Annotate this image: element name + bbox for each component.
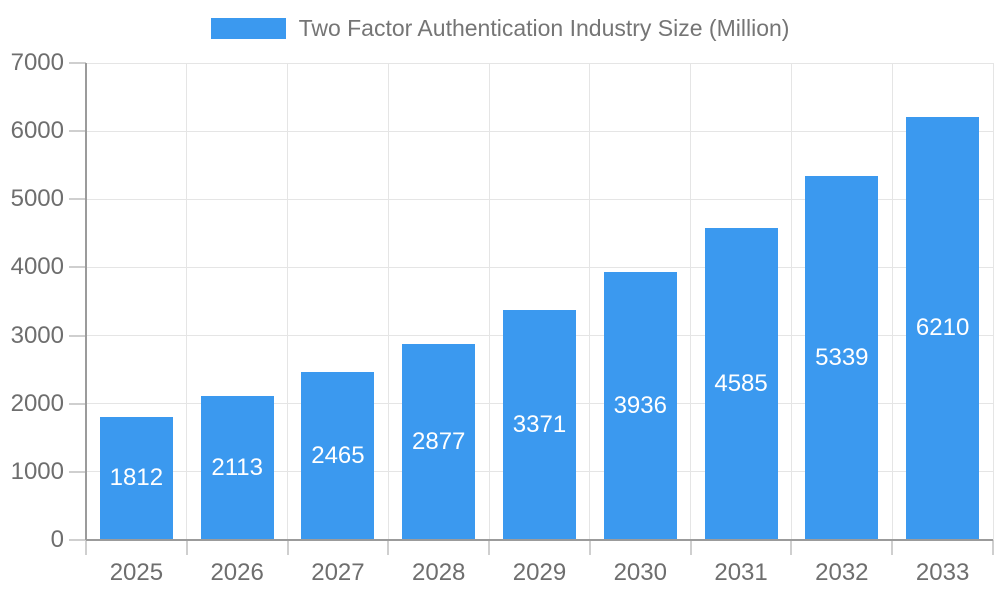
x-axis-label: 2033 [915, 559, 970, 586]
bar-value-label: 4585 [714, 369, 768, 397]
y-axis-label: 3000 [10, 321, 64, 349]
x-axis-tick [387, 540, 390, 555]
legend: Two Factor Authentication Industry Size … [0, 15, 1000, 42]
bar-2031[interactable]: 4585 [704, 227, 778, 540]
y-axis-tick [69, 402, 86, 405]
x-axis-label: 2031 [714, 559, 768, 586]
bar-2033[interactable]: 6210 [906, 116, 980, 540]
y-axis-label: 5000 [10, 185, 64, 213]
y-axis-label: 6000 [10, 117, 64, 145]
gridline-horizontal [86, 198, 993, 200]
bar-2028[interactable]: 2877 [402, 343, 476, 540]
bar-2032[interactable]: 5339 [805, 176, 879, 540]
x-axis-label: 2027 [311, 559, 365, 586]
gridline-horizontal [86, 62, 993, 64]
x-axis-tick [689, 540, 692, 555]
x-axis-label: 2028 [412, 559, 466, 586]
x-axis-tick [488, 540, 491, 555]
bar-value-label: 2113 [211, 453, 263, 481]
x-axis-line [86, 539, 993, 541]
x-axis-tick [185, 540, 188, 555]
y-axis-tick [69, 334, 86, 337]
bar-2030[interactable]: 3936 [603, 271, 677, 540]
y-axis-label: 7000 [10, 49, 64, 76]
x-axis-tick [85, 540, 87, 555]
y-axis-tick [69, 62, 86, 64]
x-axis-tick [992, 540, 994, 555]
gridline-vertical [690, 63, 692, 540]
gridline-horizontal [86, 266, 993, 268]
x-axis-tick [286, 540, 289, 555]
x-axis-tick [790, 540, 793, 555]
bar-2027[interactable]: 2465 [301, 372, 375, 540]
gridline-vertical [186, 63, 188, 540]
gridline-vertical [387, 63, 389, 540]
bar-value-label: 6210 [915, 314, 970, 342]
bar-value-label: 5339 [815, 344, 869, 372]
y-axis-tick [69, 539, 86, 541]
y-axis-line [85, 63, 87, 540]
y-axis-tick [69, 198, 86, 201]
bar-value-label: 3936 [613, 391, 667, 419]
y-axis-label: 1000 [10, 457, 64, 485]
x-axis-tick [588, 540, 591, 555]
gridline-vertical [790, 63, 792, 540]
bar-value-label: 1812 [109, 464, 164, 492]
x-axis-label: 2025 [109, 559, 164, 586]
x-axis-label: 2026 [210, 559, 264, 586]
x-axis-tick [891, 540, 894, 555]
legend-label[interactable]: Two Factor Authentication Industry Size … [298, 15, 790, 41]
y-axis-label: 4000 [10, 253, 64, 281]
gridline-vertical [992, 63, 994, 540]
bar-value-label: 3371 [512, 411, 567, 439]
bar-2025[interactable]: 1812 [99, 416, 173, 540]
x-axis-label: 2032 [815, 559, 869, 586]
bar-value-label: 2877 [412, 427, 466, 455]
gridline-vertical [891, 63, 893, 540]
gridline-horizontal [86, 130, 993, 132]
legend-marker[interactable] [210, 18, 286, 39]
y-axis-label: 0 [50, 526, 64, 553]
gridline-vertical [287, 63, 289, 540]
bar-2029[interactable]: 3371 [503, 310, 576, 540]
gridline-vertical [488, 63, 490, 540]
gridline-vertical [589, 63, 591, 540]
y-axis-tick [69, 130, 86, 133]
x-axis-label: 2030 [613, 559, 667, 586]
x-axis-label: 2029 [512, 559, 567, 586]
y-axis-label: 2000 [10, 389, 64, 417]
y-axis-tick [69, 470, 86, 473]
y-axis-tick [69, 266, 86, 269]
bar-2026[interactable]: 2113 [200, 396, 274, 540]
bar-value-label: 2465 [311, 442, 365, 469]
